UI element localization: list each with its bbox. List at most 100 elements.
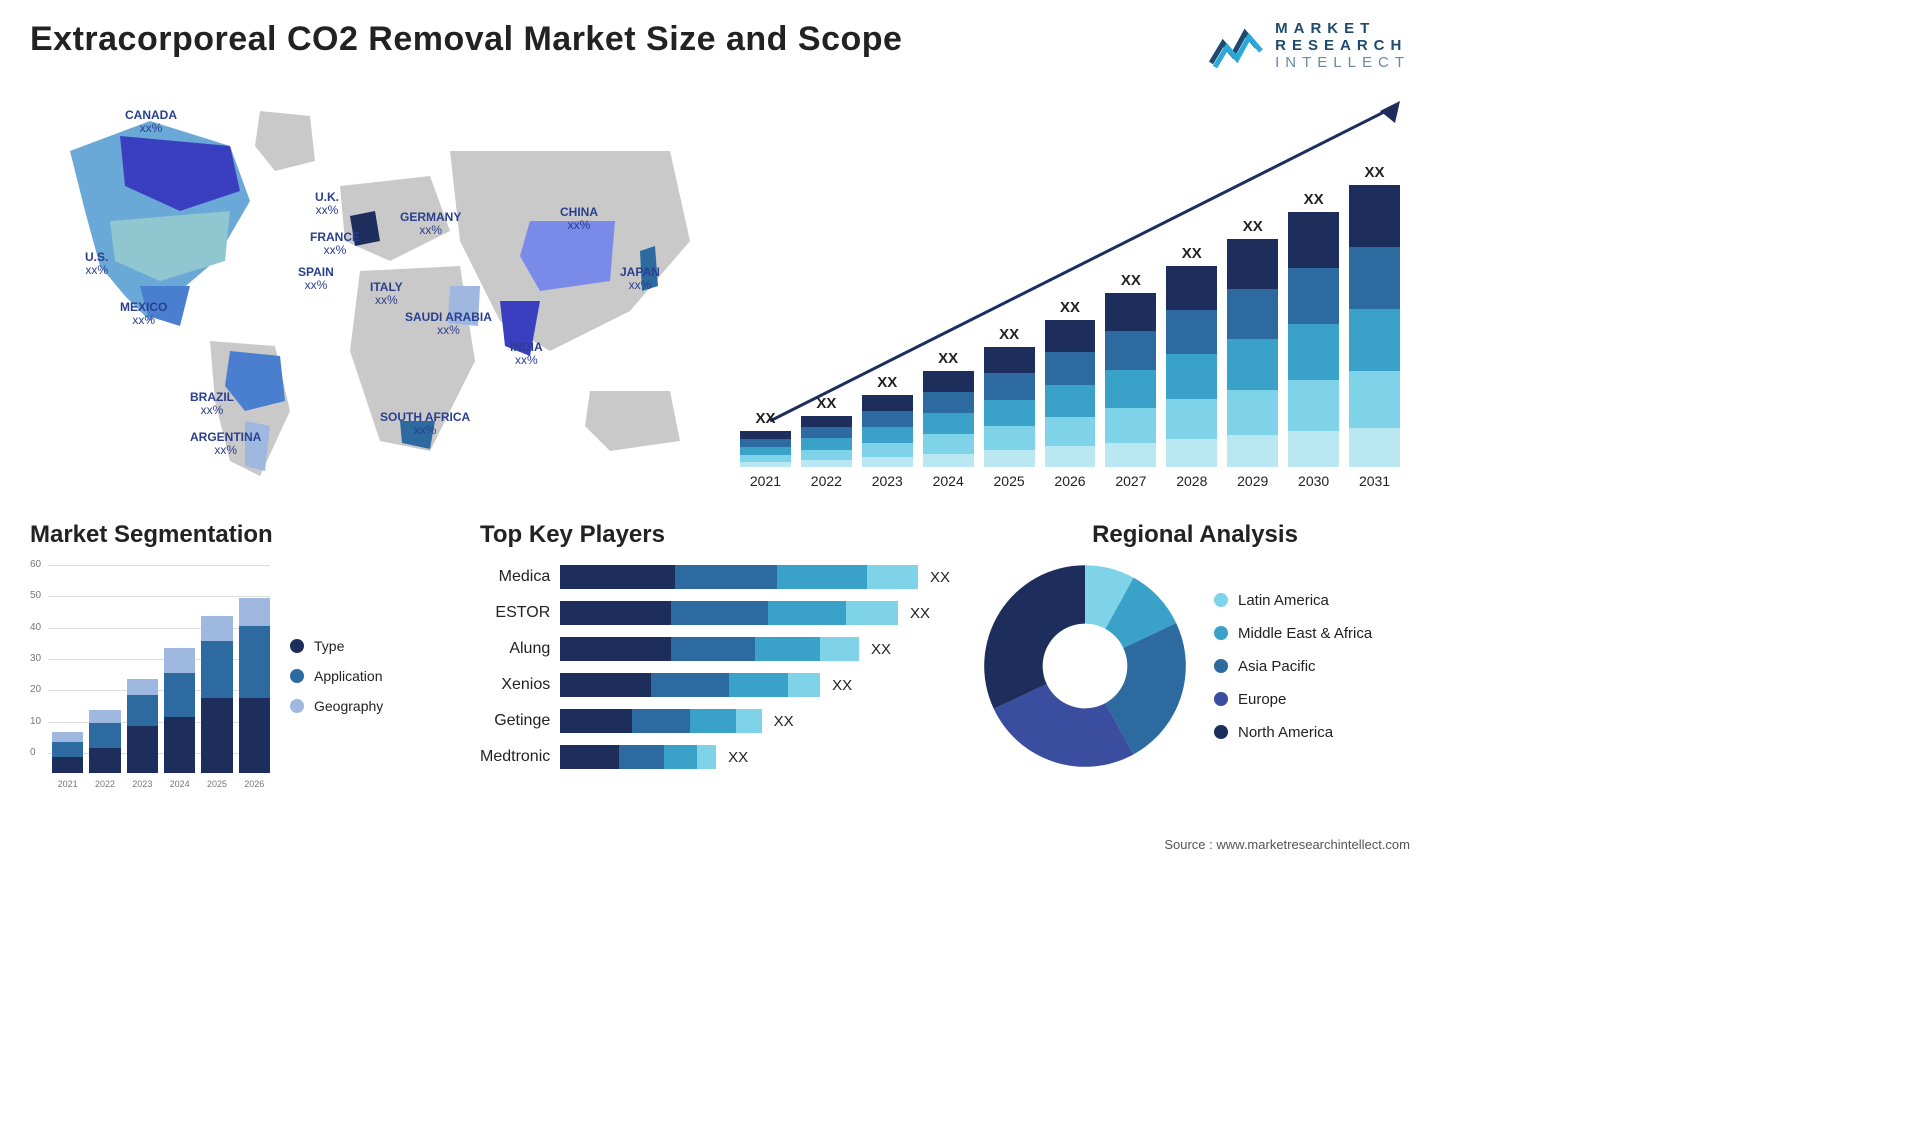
growth-bar-segment xyxy=(862,427,913,443)
map-label: BRAZILxx% xyxy=(190,391,234,417)
growth-year-label: 2029 xyxy=(1227,473,1278,489)
segmentation-segment xyxy=(201,641,232,697)
growth-bar: XX2021 xyxy=(740,410,791,467)
key-player-segment xyxy=(777,565,866,589)
growth-bar-segment xyxy=(1166,439,1217,467)
key-player-segment xyxy=(675,565,777,589)
growth-bar-segment xyxy=(1105,408,1156,443)
key-player-bar xyxy=(560,565,918,589)
growth-bar-label: XX xyxy=(938,350,958,367)
key-player-segment xyxy=(755,637,820,661)
growth-bar-segment xyxy=(984,347,1035,373)
growth-bar-segment xyxy=(862,411,913,427)
growth-bar-segment xyxy=(862,457,913,467)
segmentation-segment xyxy=(201,698,232,773)
key-player-row: XX xyxy=(560,709,950,733)
y-tick-label: 20 xyxy=(30,684,41,695)
key-player-label: Xenios xyxy=(501,673,550,697)
growth-bar-segment xyxy=(1227,390,1278,436)
key-player-value: XX xyxy=(832,677,852,694)
growth-bar-segment xyxy=(1349,247,1400,309)
growth-bar-segment xyxy=(984,426,1035,450)
key-player-segment xyxy=(651,673,729,697)
key-player-row: XX xyxy=(560,673,950,697)
key-player-segment xyxy=(632,709,690,733)
segmentation-segment xyxy=(89,710,120,723)
key-player-value: XX xyxy=(930,569,950,586)
world-map: CANADAxx%U.S.xx%MEXICOxx%BRAZILxx%ARGENT… xyxy=(30,91,720,491)
legend-swatch-icon xyxy=(290,699,304,713)
growth-bar-segment xyxy=(984,400,1035,426)
legend-label: Type xyxy=(314,638,344,654)
logo-line3: INTELLECT xyxy=(1275,54,1410,71)
logo-mark-icon xyxy=(1209,23,1265,69)
page-title: Extracorporeal CO2 Removal Market Size a… xyxy=(30,20,902,59)
segmentation-segment xyxy=(127,726,158,773)
segmentation-bar: 2022 xyxy=(89,710,120,773)
growth-bar-segment xyxy=(923,371,974,392)
legend-item: Type xyxy=(290,638,383,654)
legend-swatch-icon xyxy=(1214,725,1228,739)
growth-bar-segment xyxy=(1166,310,1217,354)
segmentation-bar: 2023 xyxy=(127,679,158,773)
key-player-segment xyxy=(820,637,859,661)
growth-bar-segment xyxy=(740,439,791,447)
growth-bar-label: XX xyxy=(877,374,897,391)
growth-bar-segment xyxy=(1288,324,1339,380)
legend-label: North America xyxy=(1238,724,1333,741)
key-player-label: Getinge xyxy=(494,709,550,733)
growth-bar-label: XX xyxy=(1304,191,1324,208)
legend-label: Geography xyxy=(314,698,383,714)
map-label: SPAINxx% xyxy=(298,266,334,292)
growth-year-label: 2025 xyxy=(984,473,1035,489)
growth-bar-segment xyxy=(1105,443,1156,467)
growth-bar-segment xyxy=(801,416,852,427)
growth-bar-segment xyxy=(923,434,974,453)
map-label: ARGENTINAxx% xyxy=(190,431,261,457)
map-label: U.K.xx% xyxy=(315,191,339,217)
segmentation-segment xyxy=(127,695,158,726)
key-player-segment xyxy=(560,565,675,589)
regional-title: Regional Analysis xyxy=(980,521,1410,549)
map-label: SOUTH AFRICAxx% xyxy=(380,411,470,437)
y-tick-label: 60 xyxy=(30,559,41,570)
key-player-segment xyxy=(690,709,735,733)
growth-bar-segment xyxy=(1349,185,1400,247)
growth-bar-segment xyxy=(740,447,791,455)
regional-legend: Latin AmericaMiddle East & AfricaAsia Pa… xyxy=(1214,592,1372,741)
segmentation-segment xyxy=(239,598,270,626)
growth-bar-segment xyxy=(923,392,974,413)
growth-bar-segment xyxy=(1045,352,1096,384)
segmentation-year-label: 2024 xyxy=(164,779,195,789)
key-player-value: XX xyxy=(871,641,891,658)
segmentation-bar: 2025 xyxy=(201,616,232,773)
key-player-label: ESTOR xyxy=(495,601,550,625)
growth-bar-segment xyxy=(1045,320,1096,352)
map-label: CHINAxx% xyxy=(560,206,598,232)
segmentation-panel: Market Segmentation 01020304050602021202… xyxy=(30,521,450,811)
segmentation-year-label: 2025 xyxy=(201,779,232,789)
legend-label: Latin America xyxy=(1238,592,1329,609)
growth-year-label: 2024 xyxy=(923,473,974,489)
segmentation-chart: 0102030405060202120222023202420252026 xyxy=(30,561,270,791)
growth-bar: XX2028 xyxy=(1166,245,1217,467)
key-player-row: XX xyxy=(560,637,950,661)
growth-bar-segment xyxy=(923,413,974,434)
growth-bar-label: XX xyxy=(755,410,775,427)
growth-bar-segment xyxy=(984,450,1035,467)
growth-bar-segment xyxy=(740,431,791,439)
growth-bar-segment xyxy=(801,460,852,467)
key-player-label: Alung xyxy=(509,637,550,661)
map-label: JAPANxx% xyxy=(620,266,660,292)
legend-label: Application xyxy=(314,668,383,684)
growth-bar-segment xyxy=(1349,428,1400,467)
key-player-segment xyxy=(697,745,716,769)
growth-bar-segment xyxy=(1349,309,1400,371)
legend-item: North America xyxy=(1214,724,1372,741)
segmentation-segment xyxy=(164,717,195,773)
key-player-segment xyxy=(560,673,651,697)
growth-bar: XX2025 xyxy=(984,326,1035,467)
segmentation-year-label: 2022 xyxy=(89,779,120,789)
legend-swatch-icon xyxy=(290,669,304,683)
growth-bar-label: XX xyxy=(999,326,1019,343)
